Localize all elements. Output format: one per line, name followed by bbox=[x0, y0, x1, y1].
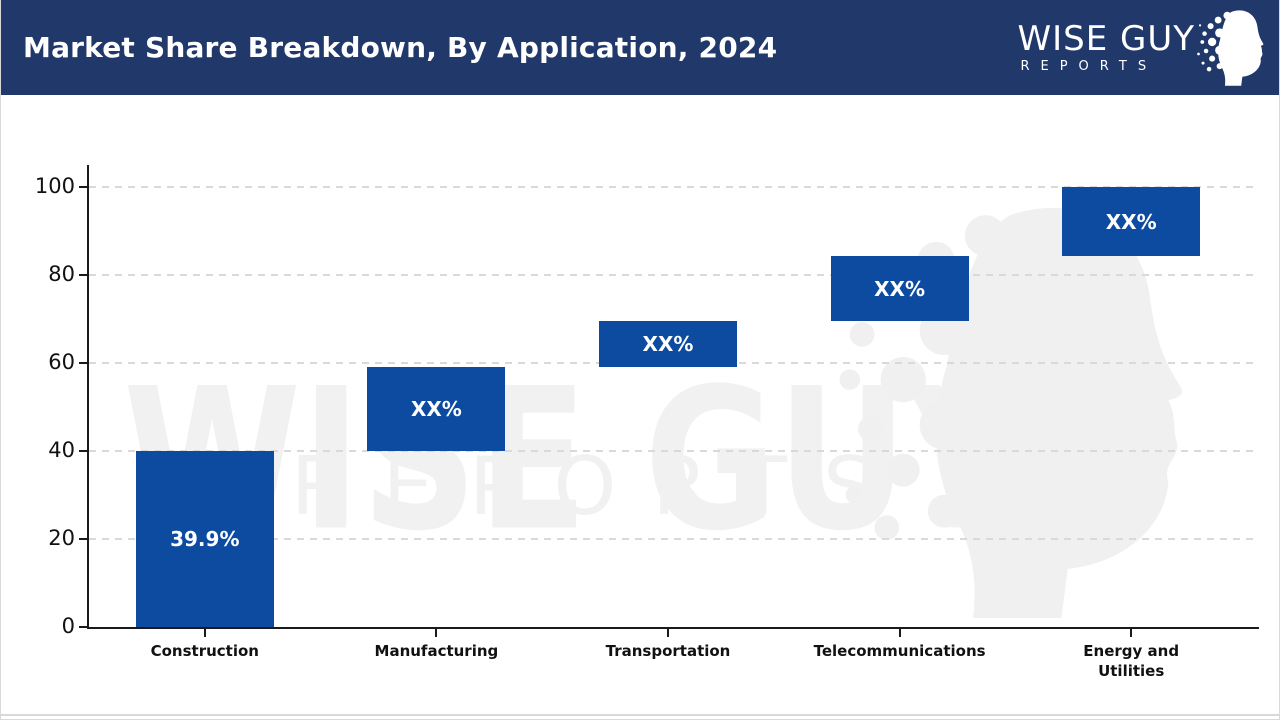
y-tick-label: 80 bbox=[48, 262, 75, 286]
page-title: Market Share Breakdown, By Application, … bbox=[23, 31, 778, 64]
y-tick-mark bbox=[79, 362, 87, 364]
x-axis-line bbox=[87, 627, 1259, 629]
bottom-divider bbox=[1, 714, 1279, 716]
bar-energy-and-utilities: XX% bbox=[1062, 187, 1201, 257]
wiseguy-logo: WISE GUY REPORTS bbox=[1017, 6, 1265, 90]
bar-value-label: XX% bbox=[874, 276, 926, 301]
y-tick-mark bbox=[79, 538, 87, 540]
bar-construction: 39.9% bbox=[135, 451, 274, 627]
bar-value-label: 39.9% bbox=[170, 527, 240, 552]
bar-value-label: XX% bbox=[642, 332, 694, 357]
chart: WISE GUY REPORTS 0 20 40 60 80 100 39.9% XX% XX%… bbox=[1, 95, 1279, 715]
bar-value-label: XX% bbox=[1105, 209, 1157, 234]
y-tick-label: 60 bbox=[48, 350, 75, 374]
bar-manufacturing: XX% bbox=[367, 367, 506, 452]
y-tick-label: 40 bbox=[48, 438, 75, 462]
y-tick-mark bbox=[79, 274, 87, 276]
logo-wordmark: WISE GUY bbox=[1017, 19, 1195, 59]
y-tick-label: 0 bbox=[61, 614, 75, 638]
gridline-20 bbox=[89, 538, 1257, 540]
x-tick-mark bbox=[1130, 629, 1133, 637]
x-category-label-construction: Construction bbox=[150, 642, 259, 660]
y-axis-line bbox=[87, 165, 89, 629]
x-tick-mark bbox=[667, 629, 669, 637]
gridline-100 bbox=[89, 186, 1257, 188]
bar-telecommunications: XX% bbox=[830, 256, 969, 322]
y-tick-label: 20 bbox=[48, 526, 75, 550]
y-tick-mark bbox=[79, 186, 87, 188]
logo-subtitle: REPORTS bbox=[1020, 59, 1158, 74]
logo-text: WISE GUY REPORTS bbox=[1017, 22, 1195, 73]
x-tick-mark bbox=[203, 629, 206, 637]
gridline-80 bbox=[89, 274, 1257, 276]
watermark-subtitle: REPORTS bbox=[291, 440, 910, 533]
x-category-label-transportation: Transportation bbox=[605, 642, 731, 660]
x-tick-mark bbox=[435, 629, 438, 637]
y-tick-mark bbox=[79, 450, 87, 452]
header: Market Share Breakdown, By Application, … bbox=[1, 0, 1279, 95]
x-category-label-telecommunications: Telecommunications bbox=[813, 642, 986, 660]
logo-head-icon bbox=[1197, 9, 1264, 86]
y-tick-label: 100 bbox=[34, 174, 75, 198]
bar-value-label: XX% bbox=[410, 397, 462, 422]
x-tick-mark bbox=[898, 629, 901, 637]
gridline-40 bbox=[89, 450, 1257, 452]
x-category-label-energy-and-utilities: Energy and Utilities bbox=[1083, 642, 1180, 681]
y-tick-mark bbox=[79, 626, 87, 628]
x-category-label-manufacturing: Manufacturing bbox=[374, 642, 499, 660]
bar-transportation: XX% bbox=[599, 321, 737, 368]
